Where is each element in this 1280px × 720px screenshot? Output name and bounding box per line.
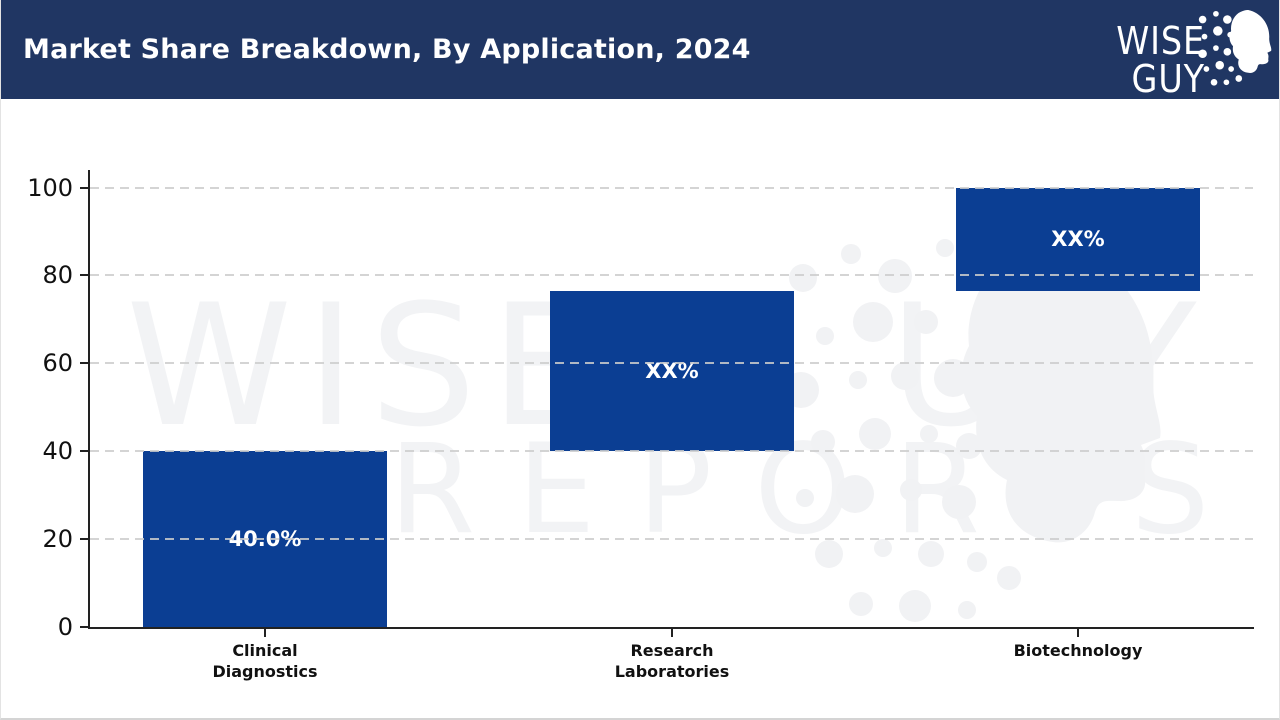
- y-tick-label: 100: [27, 173, 73, 202]
- header-band: Market Share Breakdown, By Application, …: [1, 0, 1279, 115]
- brand-logo-subtitle: REPORTS: [1076, 100, 1203, 115]
- chart-title: Market Share Breakdown, By Application, …: [23, 34, 751, 65]
- x-tick-mark: [264, 629, 266, 637]
- category-label: Biotechnology: [1013, 641, 1143, 660]
- brand-logo: WISE GUY REPORTS: [1023, 0, 1273, 115]
- y-tick-mark: [80, 186, 88, 189]
- gridline-40: [90, 450, 1253, 453]
- bar-segment-2: XX%: [550, 291, 794, 452]
- category-label: Clinical Diagnostics: [212, 641, 318, 681]
- x-axis-line: [88, 627, 1254, 629]
- y-tick-label: 80: [42, 261, 73, 290]
- x-tick-mark: [671, 629, 673, 637]
- y-tick-mark: [80, 538, 88, 541]
- gridline-60: [90, 362, 1253, 365]
- brand-logo-head-icon: [1198, 9, 1272, 86]
- gridline-100: [90, 186, 1253, 189]
- gridline-80: [90, 274, 1253, 277]
- category-label: Research Laboratories: [614, 641, 730, 681]
- bar-value-label: XX%: [1051, 227, 1105, 252]
- y-tick-mark: [80, 274, 88, 277]
- y-tick-mark: [80, 450, 88, 453]
- y-axis-line: [88, 170, 90, 629]
- x-tick-mark: [1077, 629, 1079, 637]
- y-tick-label: 20: [42, 525, 73, 554]
- y-tick-label: 0: [57, 613, 73, 641]
- brand-logo-name: WISE GUY: [1116, 19, 1205, 101]
- bar-segment-3: XX%: [956, 187, 1200, 292]
- y-tick-mark: [80, 362, 88, 365]
- y-tick-label: 60: [42, 349, 73, 378]
- y-tick-mark: [80, 626, 88, 628]
- gridline-20: [90, 538, 1253, 541]
- y-tick-label: 40: [42, 437, 73, 466]
